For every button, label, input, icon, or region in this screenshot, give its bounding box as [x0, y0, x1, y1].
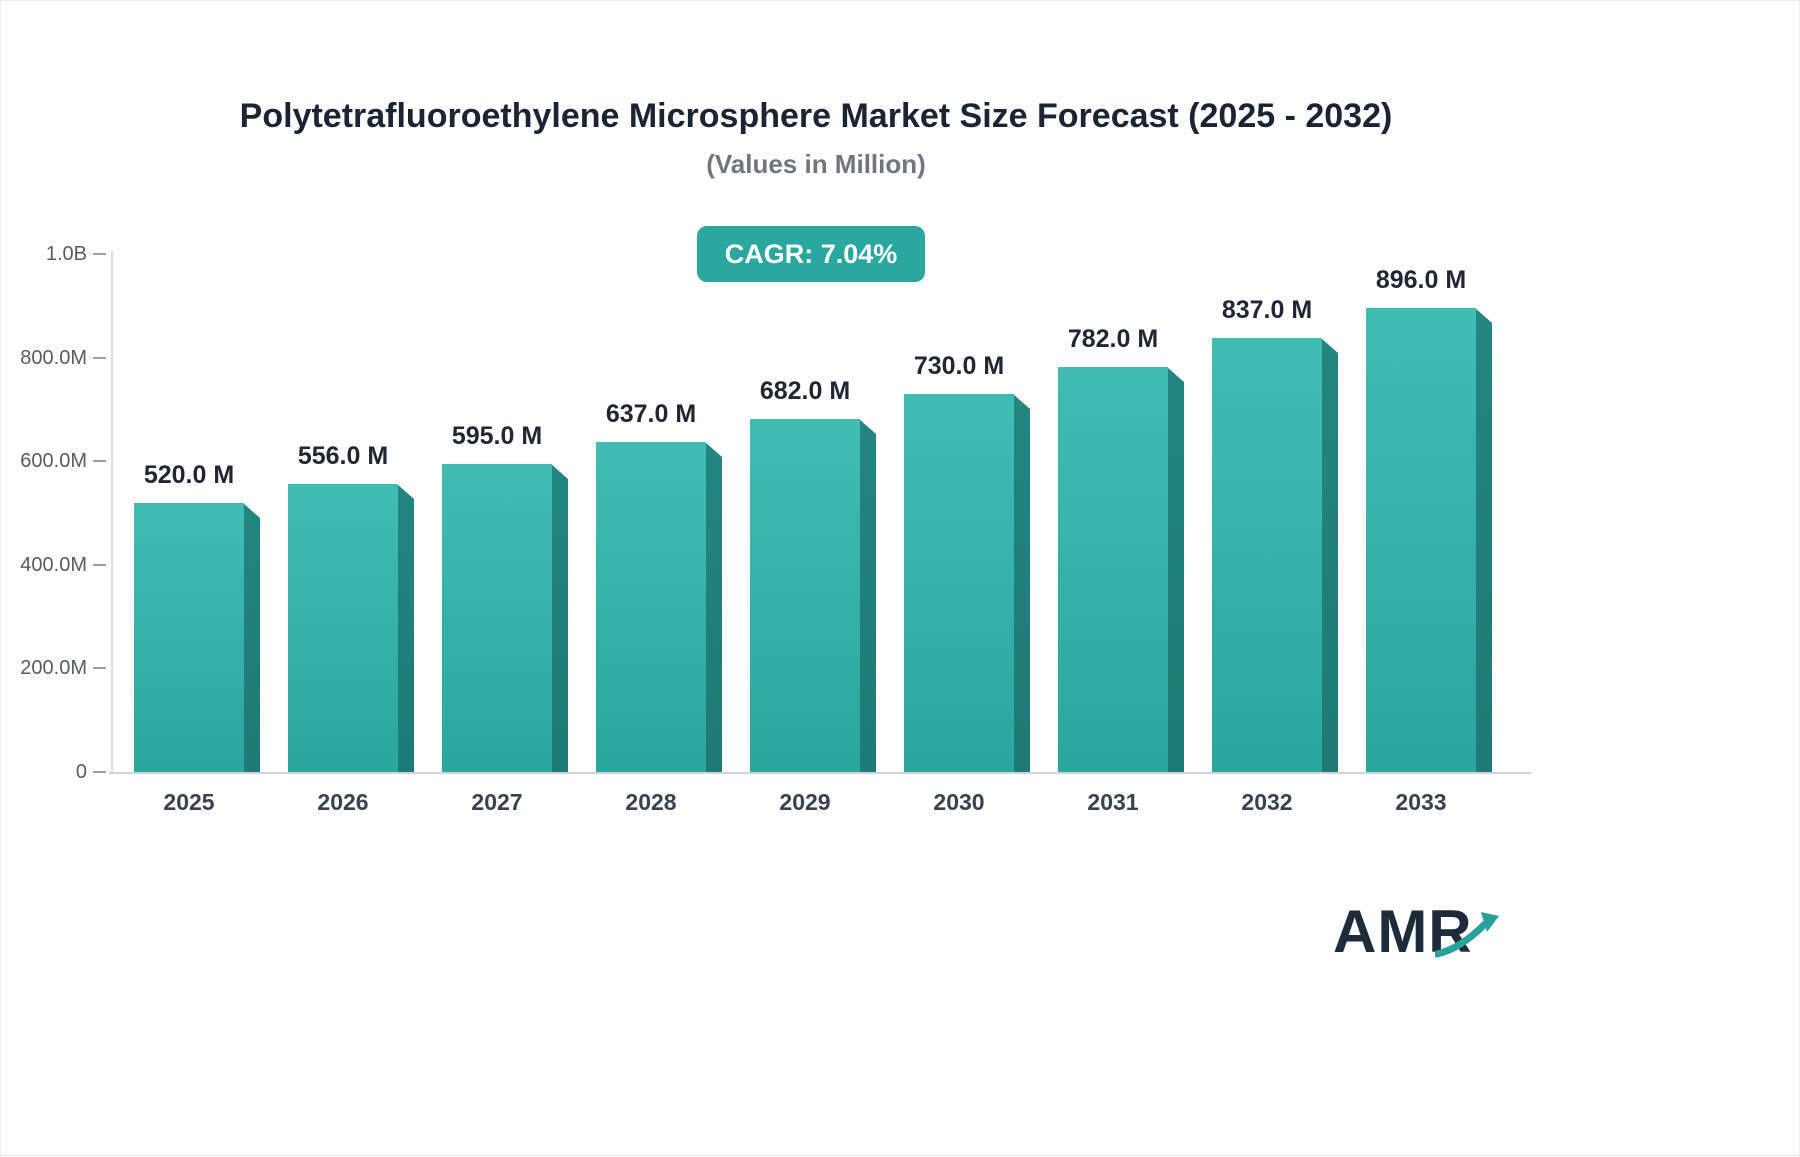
bar-2025 [134, 503, 244, 772]
x-axis-label: 2033 [1395, 789, 1447, 815]
bar-side-face [397, 484, 414, 772]
bar-2026 [288, 484, 398, 772]
bar-2031 [1058, 367, 1168, 772]
bar-side-face [1013, 394, 1030, 772]
x-axis-label: 2031 [1087, 789, 1139, 815]
bar-2027 [442, 464, 552, 772]
bar-value-label: 896.0 M [1375, 266, 1467, 294]
x-axis-label: 2032 [1241, 789, 1293, 815]
bar-value-label: 782.0 M [1067, 325, 1159, 353]
x-axis-label: 2030 [933, 789, 985, 815]
y-axis-tick-label: 800.0M [20, 346, 87, 369]
cagr-badge: CAGR: 7.04% [696, 226, 926, 282]
amr-logo-text: AMR [1333, 898, 1473, 965]
amr-logo-arrow-icon [1434, 911, 1499, 957]
bar-2032 [1212, 338, 1322, 772]
bar-2029 [750, 419, 860, 772]
x-axis-label: 2028 [625, 789, 677, 815]
y-axis-tick-mark [93, 253, 106, 255]
amr-logo: AMR [1333, 897, 1501, 966]
bar-value-label: 682.0 M [759, 377, 851, 405]
bar-side-face [1475, 308, 1492, 772]
y-axis-tick-mark [93, 460, 106, 463]
x-axis-label: 2029 [779, 789, 831, 815]
x-axis-label: 2026 [317, 789, 369, 815]
y-axis-tick-mark [93, 667, 106, 670]
bar-side-face [551, 464, 568, 772]
bar-value-label: 837.0 M [1221, 296, 1313, 324]
bar-2030 [904, 394, 1014, 772]
bar-value-label: 520.0 M [143, 461, 235, 489]
chart-subtitle: (Values in Million) [706, 149, 926, 179]
bar-value-label: 556.0 M [297, 442, 389, 470]
y-axis-tick-label: 1.0B [45, 243, 87, 265]
y-axis-tick-mark [93, 563, 106, 566]
y-axis-tick-label: 600.0M [20, 450, 87, 473]
bar-side-face [1167, 367, 1184, 772]
bar-side-face [859, 419, 876, 772]
bar-side-face [243, 503, 260, 772]
bar-side-face [705, 442, 722, 772]
x-axis-line [109, 772, 1531, 774]
chart-title: Polytetrafluoroethylene Microsphere Mark… [239, 97, 1393, 135]
bar-value-label: 730.0 M [913, 352, 1005, 380]
y-axis-tick-mark [93, 771, 106, 773]
y-axis-tick-label: 400.0M [20, 553, 87, 576]
bar-value-label: 637.0 M [605, 400, 697, 428]
y-axis-tick-label: 200.0M [20, 657, 87, 680]
bar-side-face [1321, 338, 1338, 772]
bar-2033 [1366, 308, 1476, 772]
y-axis-line [111, 251, 113, 773]
y-axis-tick-mark [93, 356, 106, 359]
cagr-badge-row: CAGR: 7.04% [111, 226, 1511, 282]
y-axis-tick-label: 0 [75, 761, 87, 783]
x-axis-label: 2025 [163, 789, 215, 815]
bar-value-label: 595.0 M [451, 422, 543, 450]
x-axis-label: 2027 [471, 789, 523, 815]
bar-2028 [596, 442, 706, 772]
